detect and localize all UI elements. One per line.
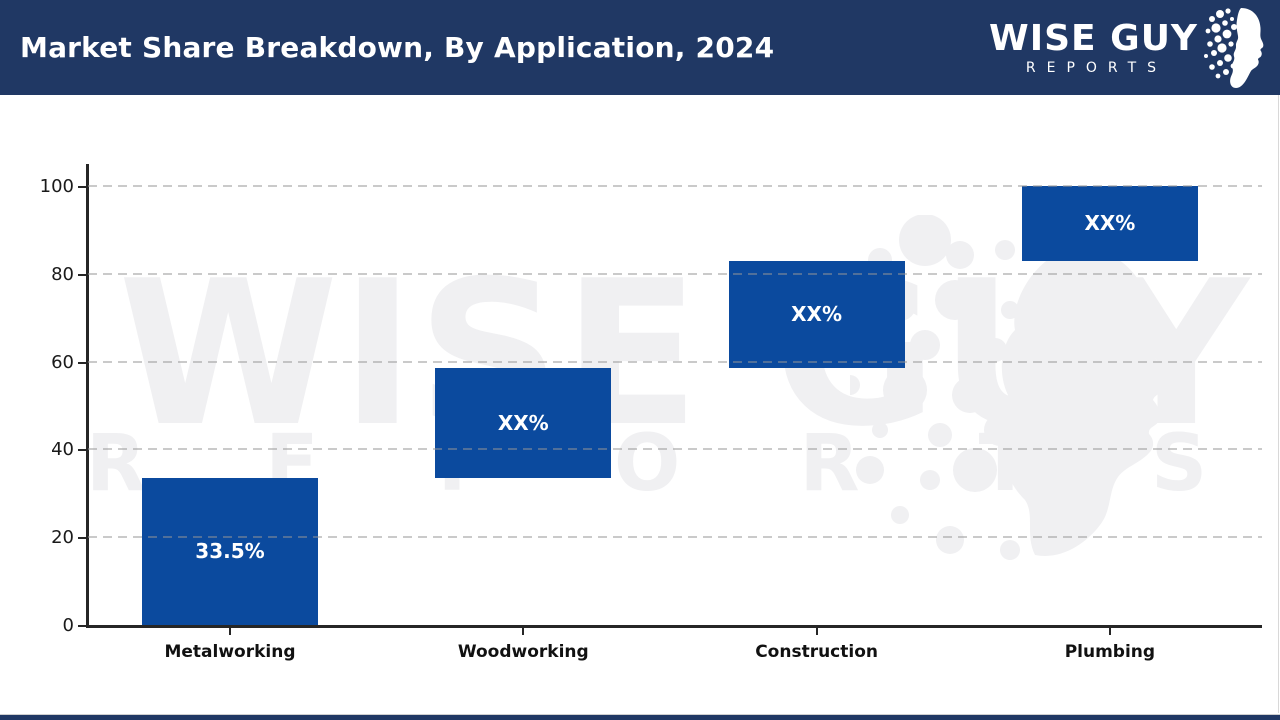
y-tick-label: 0 <box>62 615 74 636</box>
y-tick-label: 60 <box>51 351 74 373</box>
x-axis-line <box>86 625 1262 628</box>
watermark-wordmark: WISE GUY <box>118 238 1251 471</box>
category-label: Plumbing <box>1064 642 1156 662</box>
logo-text: WISE GUY REPORTS <box>988 17 1198 76</box>
x-tick-mark <box>815 628 818 635</box>
logo-wordmark: WISE GUY <box>988 17 1198 59</box>
category-label: Metalworking <box>164 642 296 662</box>
category-label: Woodworking <box>457 642 589 662</box>
logo-head-icon <box>1204 7 1264 88</box>
header: Market Share Breakdown, By Application, … <box>0 0 1280 95</box>
bar-value-label: XX% <box>1084 211 1136 236</box>
y-tick-label: 40 <box>51 439 74 461</box>
wise-guy-logo: WISE GUY REPORTS <box>989 0 1280 95</box>
footer-bar <box>0 714 1280 720</box>
category-label: Construction <box>755 642 878 662</box>
right-edge-line <box>1278 95 1279 713</box>
x-tick-mark <box>1108 628 1111 635</box>
chart-area: WISE GUY R E P O R T S 0 20 40 60 80 100 33.5%… <box>0 95 1280 714</box>
y-tick-mark <box>78 449 86 452</box>
y-tick-label: 100 <box>39 176 74 197</box>
logo-subtitle: REPORTS <box>1025 59 1168 76</box>
y-tick-mark <box>78 186 86 188</box>
y-axis-spine <box>86 164 89 628</box>
bar-metalworking <box>142 477 318 625</box>
bar-value-label: XX% <box>791 302 843 327</box>
page-title: Market Share Breakdown, By Application, … <box>20 31 775 64</box>
y-tick-mark <box>78 273 86 276</box>
y-tick-mark <box>78 537 86 540</box>
gridline <box>88 448 1262 451</box>
x-tick-mark <box>522 628 525 635</box>
y-tick-label: 80 <box>51 263 74 285</box>
bar-value-label: 33.5% <box>195 539 265 564</box>
gridline <box>88 272 1262 275</box>
gridline <box>88 185 1262 187</box>
gridline <box>88 536 1262 539</box>
y-tick-mark <box>78 625 86 627</box>
bar-woodworking <box>435 368 612 478</box>
gridline <box>88 360 1262 363</box>
y-tick-label: 20 <box>51 527 74 549</box>
bar-value-label: XX% <box>497 411 549 436</box>
x-tick-mark <box>229 628 231 635</box>
bar-construction <box>728 260 905 369</box>
y-tick-mark <box>78 361 86 364</box>
